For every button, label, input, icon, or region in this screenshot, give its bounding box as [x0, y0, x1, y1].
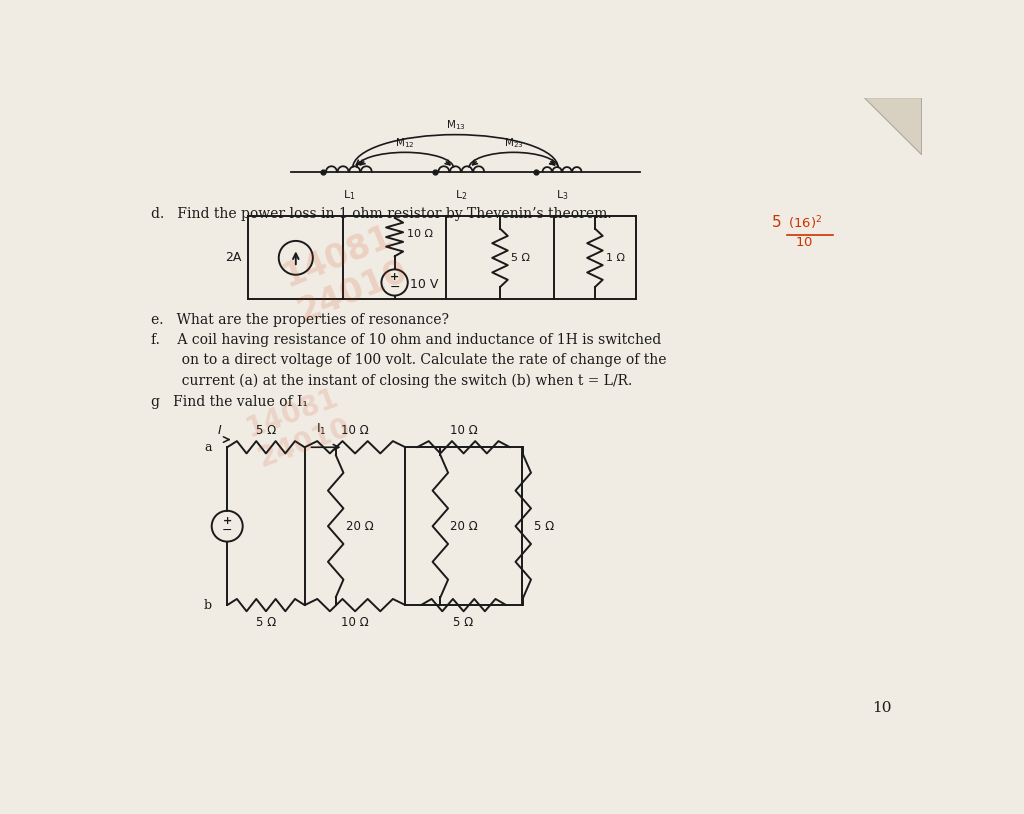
Text: 2A: 2A: [225, 252, 242, 265]
Text: 10 Ω: 10 Ω: [341, 616, 369, 629]
Text: $5$: $5$: [771, 214, 781, 230]
Text: I$_1$: I$_1$: [316, 422, 327, 437]
Text: +: +: [390, 272, 399, 282]
Text: g   Find the value of I₁: g Find the value of I₁: [152, 395, 308, 409]
Text: b: b: [204, 598, 212, 611]
Text: 5 Ω: 5 Ω: [256, 616, 276, 629]
Text: 5 Ω: 5 Ω: [256, 424, 276, 437]
Text: 14081
24010: 14081 24010: [243, 383, 354, 473]
Text: 5 Ω: 5 Ω: [511, 253, 529, 263]
Text: e.   What are the properties of resonance?: e. What are the properties of resonance?: [152, 313, 450, 326]
Text: I: I: [217, 424, 221, 437]
Text: 10 Ω: 10 Ω: [450, 424, 477, 437]
Text: +: +: [222, 516, 231, 526]
Text: 1 Ω: 1 Ω: [606, 253, 625, 263]
Text: a: a: [204, 440, 212, 453]
Text: $(16)^2$: $(16)^2$: [788, 214, 822, 231]
Text: L$_3$: L$_3$: [556, 189, 568, 203]
Text: 5 Ω: 5 Ω: [535, 519, 554, 532]
Text: 10 V: 10 V: [410, 278, 438, 291]
Text: current (a) at the instant of closing the switch (b) when t = L/R.: current (a) at the instant of closing th…: [152, 374, 633, 387]
Text: $10$: $10$: [795, 236, 813, 249]
Text: 10: 10: [871, 701, 891, 716]
Text: 10 Ω: 10 Ω: [341, 424, 369, 437]
Text: on to a direct voltage of 100 volt. Calculate the rate of change of the: on to a direct voltage of 100 volt. Calc…: [152, 353, 667, 367]
Text: 14081
24010: 14081 24010: [278, 219, 412, 329]
Text: 10 Ω: 10 Ω: [407, 229, 433, 239]
Text: d.   Find the power loss in 1 ohm resistor by Thevenin’s theorem.: d. Find the power loss in 1 ohm resistor…: [152, 207, 612, 221]
Text: −: −: [389, 281, 399, 294]
Text: L$_1$: L$_1$: [343, 189, 355, 203]
Text: 5 Ω: 5 Ω: [454, 616, 474, 629]
Polygon shape: [864, 98, 922, 155]
Text: 20 Ω: 20 Ω: [451, 519, 478, 532]
Text: L$_2$: L$_2$: [455, 189, 468, 203]
Text: M$_{13}$: M$_{13}$: [445, 119, 465, 133]
Text: M$_{23}$: M$_{23}$: [504, 136, 523, 150]
Text: 20 Ω: 20 Ω: [346, 519, 374, 532]
Text: −: −: [222, 524, 232, 537]
Text: M$_{12}$: M$_{12}$: [395, 136, 415, 150]
Text: f.    A coil having resistance of 10 ohm and inductance of 1H is switched: f. A coil having resistance of 10 ohm an…: [152, 333, 662, 348]
